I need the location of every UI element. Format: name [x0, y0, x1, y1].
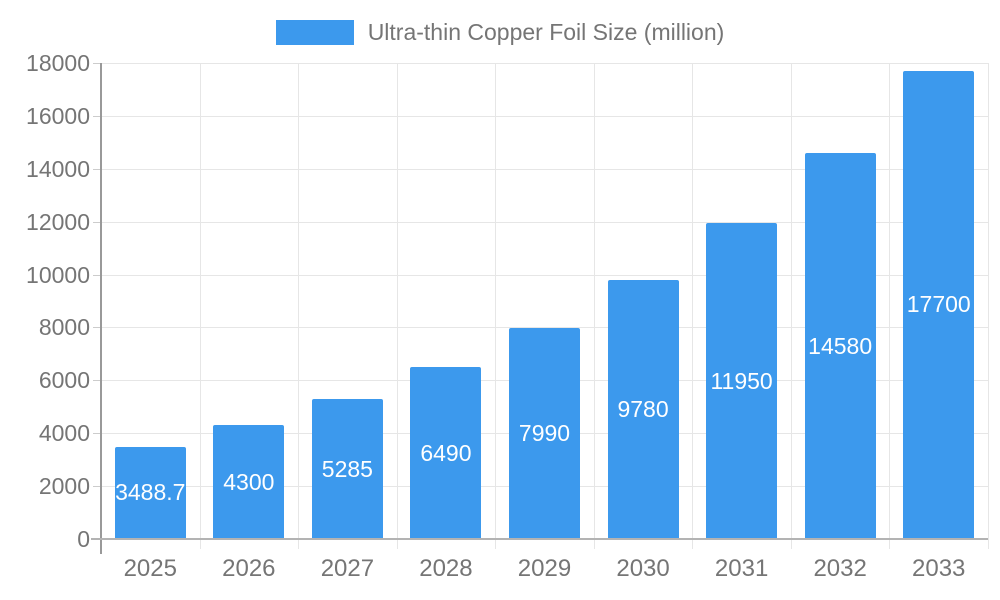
y-axis-tick	[93, 486, 101, 488]
legend-label: Ultra-thin Copper Foil Size (million)	[367, 18, 725, 45]
x-axis-tick-label: 2026	[222, 555, 276, 582]
bar-2029[interactable]: 7990	[509, 327, 580, 539]
x-axis-tick-label: 2030	[616, 555, 670, 582]
y-axis-tick-label: 6000	[38, 367, 90, 394]
gridline-horizontal	[101, 221, 988, 223]
y-axis-tick-label: 18000	[26, 50, 90, 76]
bar-value-label: 6490	[420, 439, 472, 466]
y-axis-tick	[93, 380, 101, 382]
bar-2028[interactable]: 6490	[410, 367, 482, 539]
bar-2027[interactable]: 5285	[311, 399, 383, 539]
bar-value-label: 11950	[710, 367, 773, 394]
gridline-vertical	[495, 63, 497, 549]
y-axis-tick-label: 4000	[38, 420, 90, 447]
y-axis-tick	[93, 433, 101, 435]
y-axis-tick	[93, 168, 101, 170]
x-axis-tick-label: 2033	[912, 555, 966, 582]
x-axis-tick-label: 2025	[123, 555, 177, 582]
y-axis-tick	[93, 115, 101, 117]
bar-value-label: 7990	[518, 419, 571, 446]
y-axis-tick-label: 12000	[26, 208, 90, 235]
gridline-horizontal	[101, 115, 988, 117]
bar-value-label: 14580	[808, 332, 873, 359]
gridline-horizontal	[101, 274, 988, 276]
y-axis-tick-label: 8000	[38, 314, 90, 341]
y-axis-tick	[93, 63, 101, 64]
legend[interactable]: Ultra-thin Copper Foil Size (million)	[0, 16, 1000, 48]
y-axis-tick-label: 2000	[38, 473, 90, 500]
bar-2026[interactable]: 4300	[213, 425, 285, 539]
plot-area: 0 2000 4000 6000 8000 10000 12000 14000 16000 180…	[26, 50, 989, 582]
bar-value-label: 3488.7	[115, 479, 186, 506]
gridline-vertical	[692, 63, 694, 549]
x-axis-tick-label: 2031	[714, 555, 769, 582]
bar-value-label: 4300	[223, 468, 275, 495]
bar-value-label: 5285	[321, 455, 373, 482]
y-axis-tick-label: 16000	[26, 102, 90, 129]
gridline-vertical	[396, 63, 398, 549]
bar-value-label: 9780	[617, 396, 669, 423]
y-axis-line	[100, 63, 102, 554]
legend-swatch[interactable]	[275, 19, 354, 45]
gridline-horizontal	[101, 168, 988, 170]
bar-2030[interactable]: 9780	[607, 280, 679, 539]
gridline-vertical	[790, 63, 792, 549]
x-axis-tick-label: 2029	[517, 555, 572, 582]
x-axis-line	[91, 538, 988, 540]
gridline-vertical	[889, 63, 891, 549]
gridline-horizontal	[101, 63, 988, 64]
gridline-vertical	[298, 63, 300, 549]
y-axis-tick-label: 14000	[26, 155, 90, 182]
bar-2032[interactable]: 14580	[804, 153, 876, 539]
bar-2033[interactable]: 17700	[903, 70, 975, 539]
y-axis-tick-label: 0	[77, 526, 90, 552]
y-axis-tick	[93, 274, 101, 276]
y-axis-tick	[93, 327, 101, 329]
x-axis-tick-label: 2032	[813, 555, 867, 582]
y-axis-tick-label: 10000	[26, 261, 90, 288]
x-axis-tick-label: 2028	[419, 555, 473, 582]
gridline-vertical	[593, 63, 595, 549]
gridline-vertical	[988, 63, 989, 549]
bar-2025[interactable]: 3488.7	[114, 446, 186, 539]
bar-value-label: 17700	[906, 291, 971, 318]
bar-2031[interactable]: 11950	[706, 223, 778, 539]
gridline-vertical	[199, 63, 201, 549]
y-axis-tick	[93, 221, 101, 223]
x-axis-tick-label: 2027	[320, 555, 375, 582]
